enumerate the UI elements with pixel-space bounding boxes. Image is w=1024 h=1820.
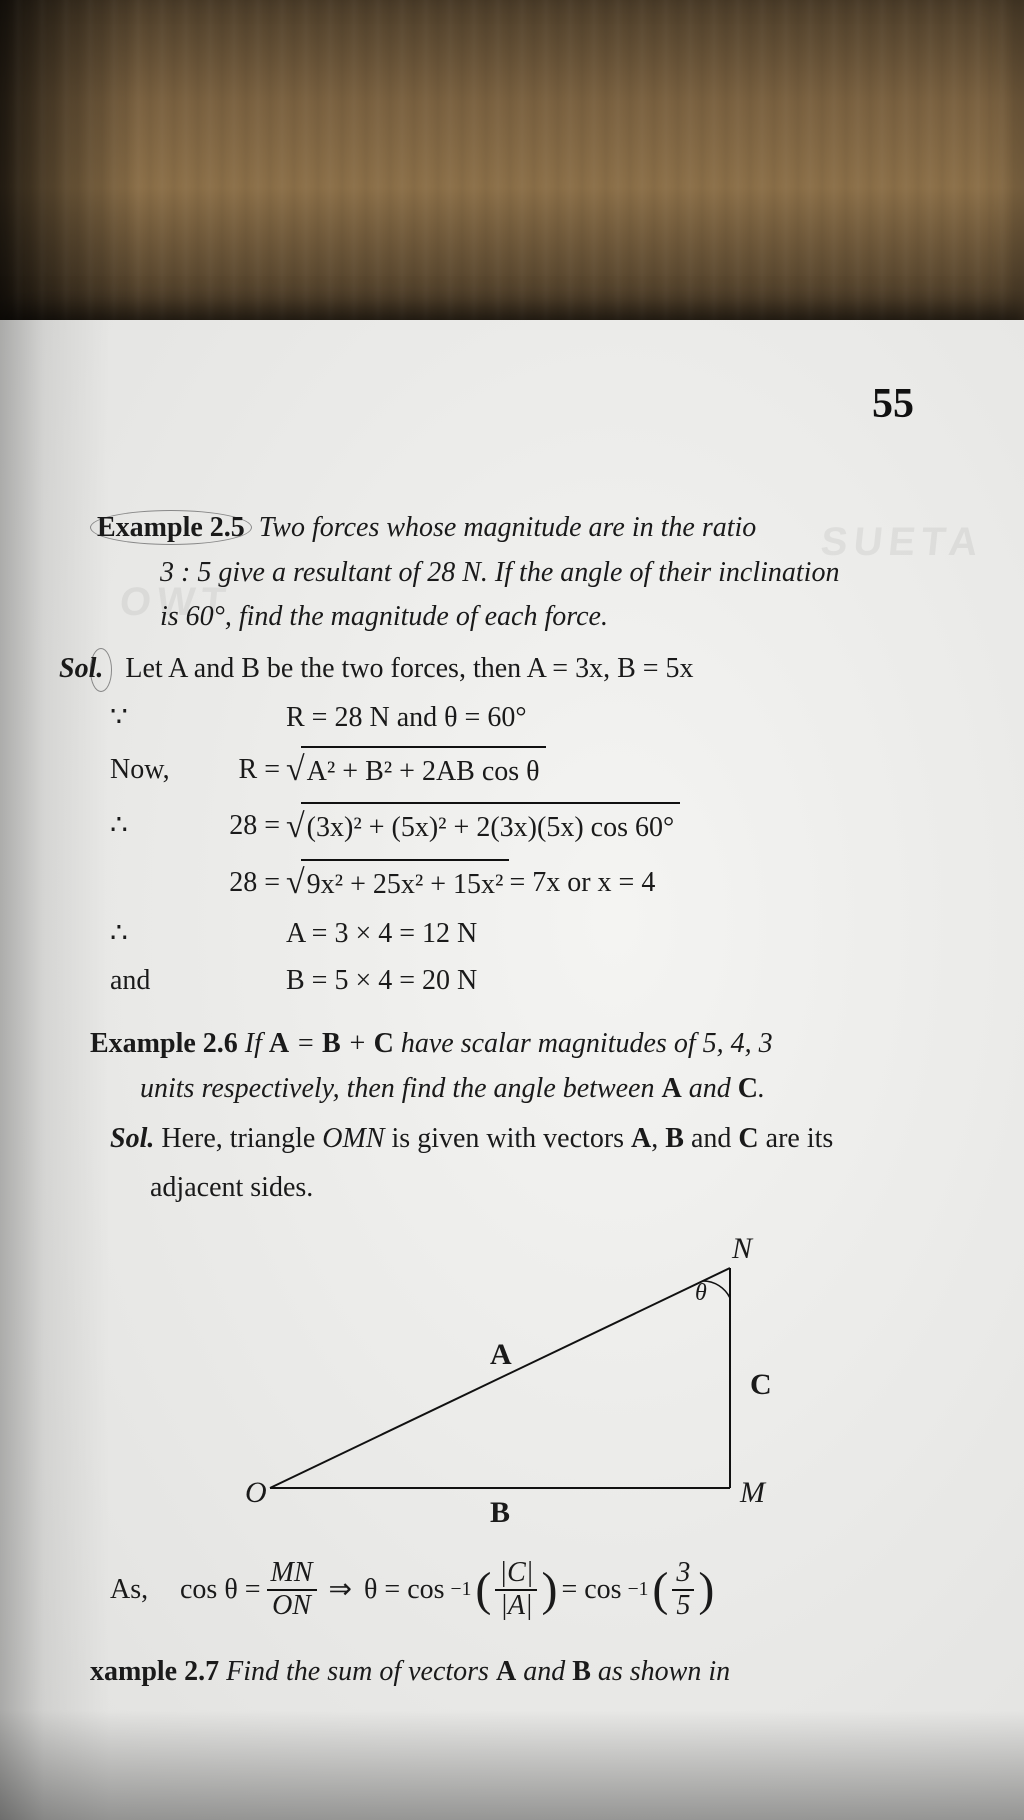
example-25-solution-intro: Sol. Let A and B be the two forces, then…	[90, 648, 954, 693]
sol-label-26: Sol.	[110, 1123, 154, 1154]
and-label: and	[90, 959, 220, 1004]
eq-row-5: ∴ A = 3 × 4 = 12 N	[90, 912, 954, 957]
eq-row-2: Now, R = √A² + B² + 2AB cos θ	[90, 743, 954, 797]
costheta-lhs: cos θ =	[180, 1568, 261, 1613]
triangle-svg	[210, 1238, 810, 1538]
frac-c-a: |C| |A|	[495, 1558, 537, 1622]
because-symbol: ∵	[90, 696, 220, 741]
implies-arrow: ⇒	[329, 1568, 352, 1613]
paren-open-2: (	[652, 1566, 668, 1614]
eq3-radicand: (3x)² + (5x)² + 2(3x)(5x) cos 60°	[301, 802, 681, 851]
bottom-shadow	[0, 1710, 1024, 1820]
eq3-sqrt: √(3x)² + (5x)² + 2(3x)(5x) cos 60°	[286, 800, 680, 854]
therefore-symbol-2: ∴	[90, 912, 220, 957]
example-25-problem-1: Two forces whose magnitude are in the ra…	[259, 512, 757, 543]
eq4-radicand: 9x² + 25x² + 15x²	[301, 859, 510, 908]
sol-label: Sol.	[90, 648, 112, 693]
eq2-radicand: A² + B² + 2AB cos θ	[301, 746, 546, 795]
eq-26-final: As, cos θ = MN ON ⇒ θ = cos−1 ( |C| |A| …	[90, 1558, 954, 1622]
theta-eq: θ = cos	[364, 1568, 445, 1613]
eq-rhs2: = cos	[561, 1568, 621, 1613]
therefore-symbol: ∴	[90, 804, 220, 849]
eq-row-3: ∴ 28 = √(3x)² + (5x)² + 2(3x)(5x) cos 60…	[90, 800, 954, 854]
label-M: M	[740, 1476, 765, 1510]
as-label: As,	[90, 1568, 180, 1613]
label-N: N	[732, 1232, 752, 1266]
eq-row-4: 28 = √9x² + 25x² + 15x² = 7x or x = 4	[90, 856, 954, 910]
paren-close-1: )	[541, 1566, 557, 1614]
example-26-problem-2: units respectively, then find the angle …	[90, 1069, 954, 1110]
eq4-tail: = 7x or x = 4	[509, 861, 655, 906]
textbook-page: SUETA OWT 55 Example 2.5 Two forces whos…	[0, 320, 1024, 1820]
paren-open-1: (	[475, 1566, 491, 1614]
eq-row-6: and B = 5 × 4 = 20 N	[90, 959, 954, 1004]
paren-close-2: )	[698, 1566, 714, 1614]
now-label: Now,	[90, 748, 220, 793]
label-theta: θ	[695, 1280, 707, 1307]
eq3-lhs: 28 =	[220, 804, 280, 849]
example-26-label: Example 2.6	[90, 1028, 238, 1059]
label-O: O	[245, 1476, 267, 1510]
eq-row-1: ∵ R = 28 N and θ = 60°	[90, 696, 954, 741]
sup-1: −1	[451, 1574, 472, 1605]
sup-2: −1	[628, 1574, 649, 1605]
eq1: R = 28 N and θ = 60°	[286, 696, 527, 741]
photo-scene: SUETA OWT 55 Example 2.5 Two forces whos…	[0, 0, 1024, 1820]
example-26-heading: Example 2.6 If A = B + C have scalar mag…	[90, 1024, 954, 1065]
eq4-lhs: 28 =	[220, 861, 280, 906]
sol-intro-text: Let A and B be the two forces, then A = …	[125, 653, 693, 684]
example-27-label: xample 2.7	[90, 1656, 219, 1687]
frac-3-5: 3 5	[672, 1558, 694, 1622]
eq2-lhs: R =	[220, 748, 280, 793]
eq2-sqrt: √A² + B² + 2AB cos θ	[286, 743, 546, 797]
example-25-problem-2: 3 : 5 give a resultant of 28 N. If the a…	[90, 553, 954, 594]
example-26-solution-2: adjacent sides.	[90, 1168, 954, 1209]
eq6: B = 5 × 4 = 20 N	[286, 959, 477, 1004]
eq4-sqrt: √9x² + 25x² + 15x²	[286, 856, 509, 910]
label-B: B	[490, 1496, 510, 1530]
page-number: 55	[90, 380, 954, 428]
triangle-diagram: O M N A B C θ	[210, 1238, 810, 1538]
example-26-solution: Sol. Here, triangle OMN is given with ve…	[90, 1119, 954, 1160]
example-26-problem-1: If A = B + C have scalar magnitudes of 5…	[245, 1028, 773, 1059]
example-25-heading: Example 2.5 Two forces whose magnitude a…	[90, 508, 954, 549]
frac-mn-on: MN ON	[267, 1558, 317, 1622]
label-A: A	[490, 1338, 512, 1372]
example-27-heading: xample 2.7 Find the sum of vectors A and…	[90, 1652, 954, 1693]
desk-wood	[0, 0, 1024, 340]
example-25-problem-3: is 60°, find the magnitude of each force…	[90, 597, 954, 638]
label-C: C	[750, 1368, 772, 1402]
eq5: A = 3 × 4 = 12 N	[286, 912, 477, 957]
example-25-label: Example 2.5	[90, 510, 252, 545]
